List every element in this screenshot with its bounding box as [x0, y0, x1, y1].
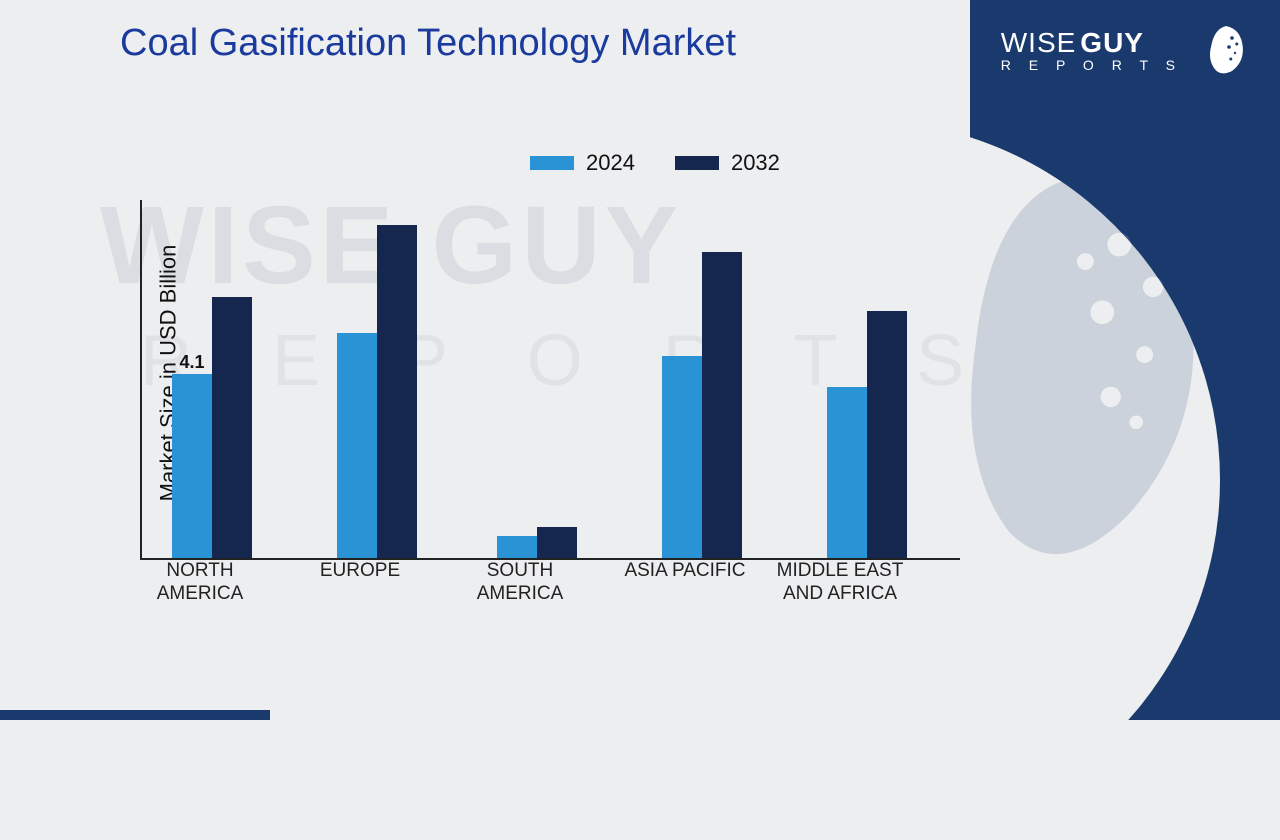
- bar-2032: [702, 252, 742, 558]
- legend-swatch-2032: [675, 156, 719, 170]
- brand-guy: GUY: [1080, 27, 1144, 58]
- bar-2032: [537, 527, 577, 559]
- brand-wise: WISE: [1001, 27, 1077, 58]
- bar-group: [337, 225, 437, 558]
- bar-2032: [867, 311, 907, 559]
- bottom-accent-bar: [0, 710, 270, 720]
- legend-swatch-2024: [530, 156, 574, 170]
- chart-title: Coal Gasification Technology Market: [120, 22, 736, 65]
- chart-area: Market Size in USD Billion 2024 2032 4.1…: [90, 150, 970, 650]
- plot-area: 4.1: [140, 200, 960, 560]
- category-label: EUROPE: [295, 560, 425, 583]
- category-label: MIDDLE EAST AND AFRICA: [775, 560, 905, 606]
- bar-group: [497, 527, 597, 559]
- bar-group: 4.1: [172, 297, 272, 558]
- category-label: ASIA PACIFIC: [620, 560, 750, 583]
- bar-2024: 4.1: [172, 374, 212, 559]
- chart-legend: 2024 2032: [530, 150, 780, 176]
- bar-2024: [662, 356, 702, 559]
- category-label: SOUTH AMERICA: [455, 560, 585, 606]
- category-label: NORTH AMERICA: [135, 560, 265, 606]
- bar-group: [662, 252, 762, 558]
- legend-item-2032: 2032: [675, 150, 780, 176]
- bar-2032: [212, 297, 252, 558]
- brand-logo: WISEGUY R E P O R T S: [1001, 20, 1250, 80]
- bar-2024: [497, 536, 537, 559]
- legend-label-2024: 2024: [586, 150, 635, 176]
- brand-reports: R E P O R T S: [1001, 57, 1182, 73]
- bar-2032: [377, 225, 417, 558]
- head-icon: [1190, 20, 1250, 80]
- legend-label-2032: 2032: [731, 150, 780, 176]
- bar-value-label: 4.1: [172, 352, 212, 373]
- bar-2024: [827, 387, 867, 558]
- bar-group: [827, 311, 927, 559]
- bar-2024: [337, 333, 377, 558]
- legend-item-2024: 2024: [530, 150, 635, 176]
